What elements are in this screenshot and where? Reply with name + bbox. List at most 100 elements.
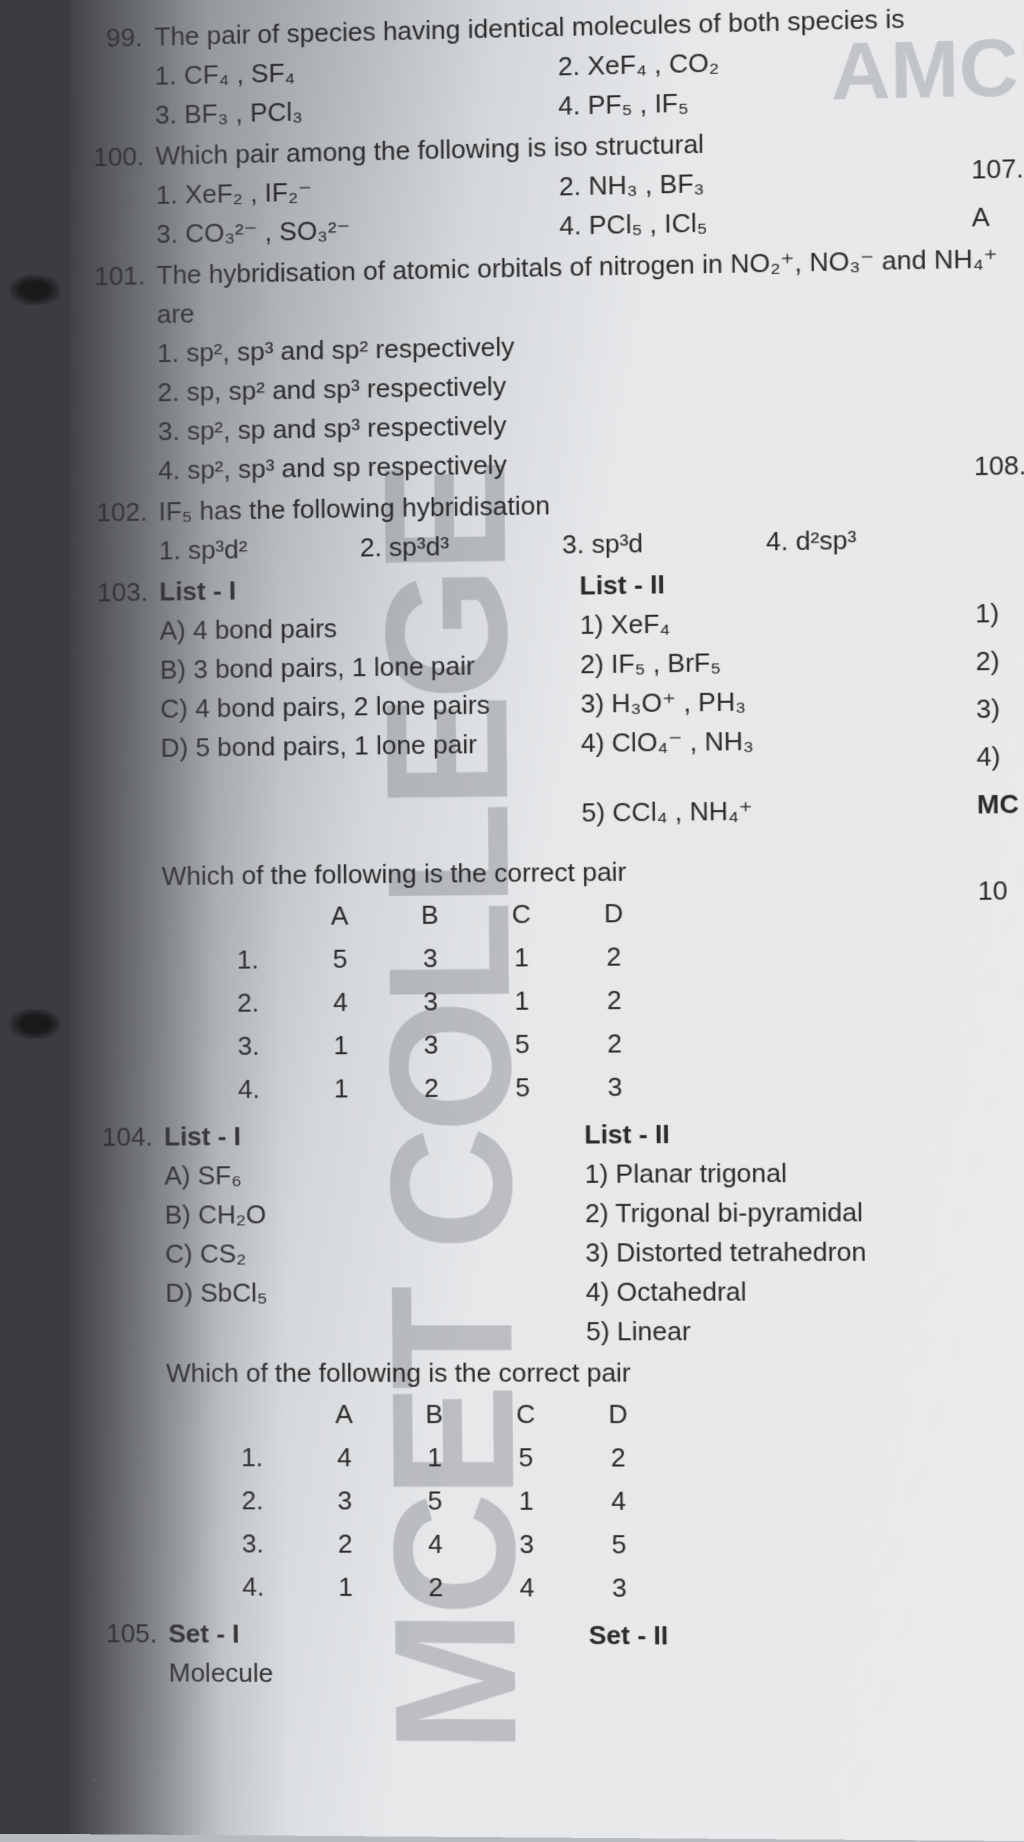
td: 1 [295,1024,386,1068]
qnum: 103. [97,573,161,838]
td: 2. [205,1479,300,1522]
td: 2 [300,1522,391,1565]
td: 4 [481,1566,574,1610]
list1-item: A) SF₆ [164,1155,585,1196]
list1-item: B) 3 bond pairs, 1 lone pair [160,645,581,690]
th: D [567,892,660,936]
td: 5 [295,937,386,981]
option: 4. PF₅ , IF₅ [558,77,967,126]
td: 1. [205,1436,300,1479]
td: 5 [390,1479,481,1522]
frag: A [972,197,1024,238]
qnum: 105. [106,1614,169,1692]
option: 4. PCl₅ , ICl₅ [559,198,968,246]
option: 1. sp³d² [159,528,360,570]
list1-item: C) CS₂ [165,1233,586,1273]
td: 2 [572,1436,665,1479]
table-row: 4.1243 [206,1565,666,1610]
list2-head: List - II [579,560,1006,606]
qnum: 104. [102,1117,166,1352]
table-row: 1.4152 [205,1436,665,1480]
td: 1 [300,1566,391,1609]
list1-head: List - I [159,566,580,611]
q103-answer-table: A B C D 1.5312 2.4312 3.1352 4.1253 [200,892,661,1112]
list2-item: 2) Trigonal bi-pyramidal [585,1192,1012,1233]
td: 3. [206,1522,301,1565]
list2-item: 5) CCl₄ , NH₄⁺ [581,789,1008,833]
td: 3 [385,980,476,1024]
th: C [475,892,568,936]
td: 2 [568,1022,661,1066]
th [200,895,295,939]
td: 1 [480,1479,573,1522]
list2-item: 2) IF₅ , BrF₅ [580,639,1007,684]
table-row: 2.4312 [201,978,661,1025]
td: 1 [476,979,569,1023]
page-surface: MCET COLLEGE AMCE 99. The pair of specie… [52,0,1024,1841]
td: 4 [390,1523,481,1566]
td: 1. [200,938,295,982]
td: 3. [201,1024,296,1068]
list2-item: 3) H₃O⁺ , PH₃ [580,679,1007,724]
list2-item: 1) XeF₄ [580,600,1007,645]
td: 2 [390,1566,481,1610]
list2-item: 5) Linear [586,1311,1013,1351]
td: 3 [569,1065,662,1109]
td: 5 [573,1523,666,1567]
th: C [479,1393,572,1436]
qnum: 102. [96,492,159,571]
spiral-binding [0,0,70,1834]
set2-head: Set - II [589,1616,1016,1657]
q104-prompt: Which of the following is the correct pa… [104,1353,1024,1393]
td: 2 [386,1066,477,1110]
table-row: A B C D [200,892,660,939]
list2-head: List - II [584,1113,1011,1155]
td: 4 [299,1436,390,1479]
table-row: 3.2435 [206,1522,666,1566]
td: 5 [476,1023,569,1067]
td: 1 [389,1436,480,1479]
question-103: 103. List - I A) 4 bond pairs B) 3 bond … [97,560,1024,838]
td: 4 [572,1480,665,1524]
frag: 107. [971,149,1024,190]
table-row: A B C D [204,1393,664,1436]
list2-item: 3) Distorted tetrahedron [585,1232,1012,1273]
td: 3 [480,1523,573,1567]
list2-item: 4) ClO₄⁻ , NH₃ [581,719,1008,763]
td: 3 [385,937,476,981]
frag: MC [977,784,1024,824]
question-105: 105. Set - I Set - II Molecule [106,1614,1024,1697]
td: 2 [567,935,660,979]
table-row: 3.1352 [201,1022,661,1068]
frag: 2) [976,641,1024,681]
option: 3. sp³d [562,522,766,564]
td: 2 [568,978,661,1022]
th [204,1393,299,1436]
table-row: 2.3514 [205,1479,665,1523]
th: B [384,893,475,937]
frag: 3) [976,689,1024,729]
set1-head: Set - I [168,1614,589,1655]
option: 3. CO₃²⁻ , SO₃²⁻ [156,207,560,255]
option: 2. sp³d³ [360,525,563,567]
td: 2. [201,981,296,1025]
td: 1 [475,936,568,980]
frag: 4) [976,737,1024,777]
qnum: 99. [92,18,155,137]
table-row: 1.5312 [200,935,660,982]
qnum: 100. [93,137,156,255]
q103-prompt: Which of the following is the correct pa… [99,848,1024,896]
option: 3. BF₃ , PCl₃ [155,86,559,134]
right-page-fragments: 107. A 108. 1) 2) 3) 4) MC 10 [971,149,1024,919]
question-100: 100. Which pair among the following is i… [93,117,1024,255]
q104-answer-table: A B C D 1.4152 2.3514 3.2435 4.1243 [204,1393,665,1610]
th: D [572,1393,665,1436]
question-102: 102. IF₅ has the following hybridisation… [96,478,1024,571]
content-area: 99. The pair of species having identical… [92,0,1024,1697]
td: 4. [202,1068,297,1112]
option: 4. d²sp³ [766,519,972,562]
list1-item: D) 5 bond pairs, 1 lone pair [160,724,581,768]
frag: 1) [975,593,1024,633]
td: 3 [299,1479,390,1522]
table-row: 4.1253 [202,1065,662,1111]
